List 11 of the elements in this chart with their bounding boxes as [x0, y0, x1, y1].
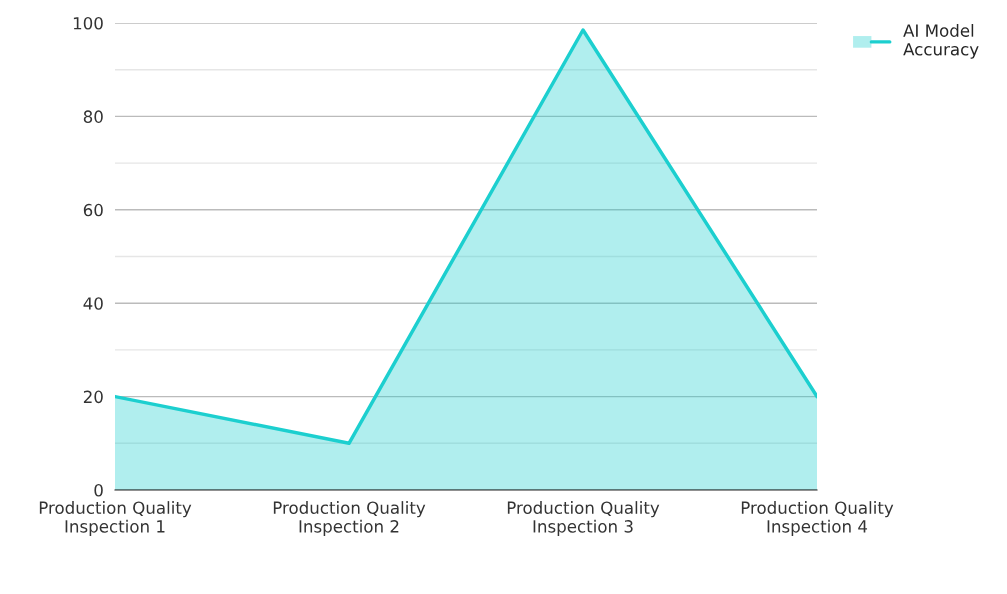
x-tick-label: Production Quality Inspection 4	[741, 501, 894, 536]
x-tick-label: Production Quality Inspection 2	[273, 501, 426, 536]
x-tick-label: Production Quality Inspection 1	[39, 501, 192, 536]
y-tick-label: 40	[83, 297, 103, 310]
x-tick-label: Production Quality Inspection 3	[507, 501, 660, 536]
legend-label: AI Model Accuracy	[903, 23, 979, 59]
y-tick-label: 0	[94, 483, 103, 497]
y-tick-label: 20	[83, 390, 103, 404]
y-tick-label: 60	[83, 203, 103, 217]
y-tick-label: 100	[73, 16, 103, 30]
y-tick-label: 80	[83, 110, 103, 123]
